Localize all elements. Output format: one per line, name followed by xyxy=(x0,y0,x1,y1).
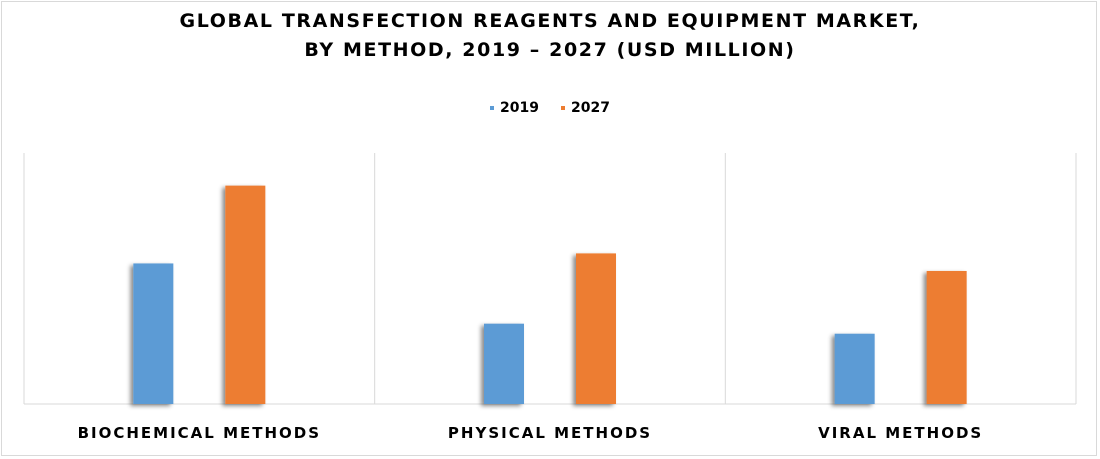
grid-layer xyxy=(23,153,1077,405)
chart-title-line1: GLOBAL TRANSFECTION REAGENTS AND EQUIPME… xyxy=(179,10,921,32)
category-label: PHYSICAL METHODS xyxy=(448,424,652,442)
legend: 2019 2027 xyxy=(0,100,1100,116)
legend-swatch-2027 xyxy=(561,106,565,110)
legend-label-2019: 2019 xyxy=(500,100,539,116)
legend-swatch-2019 xyxy=(490,106,495,110)
category-label-layer: BIOCHEMICAL METHODS PHYSICAL METHODS VIRAL… xyxy=(78,424,983,442)
bar-2019-viral-methods xyxy=(834,333,875,404)
legend-item-2019: 2019 xyxy=(490,100,539,116)
category-label: VIRAL METHODS xyxy=(818,424,983,442)
legend-item-2027: 2027 xyxy=(561,100,610,116)
bar-layer xyxy=(133,185,967,404)
bar-2027-physical-methods xyxy=(576,253,616,404)
chart-title-line2: BY METHOD, 2019 – 2027 (USD MILLION) xyxy=(304,39,796,61)
bar-2019-biochemical-methods xyxy=(133,263,174,404)
bar-2019-physical-methods xyxy=(484,323,524,404)
bar-2027-biochemical-methods xyxy=(225,185,266,404)
category-label: BIOCHEMICAL METHODS xyxy=(78,424,321,442)
bar-2027-viral-methods xyxy=(926,270,967,404)
legend-label-2027: 2027 xyxy=(571,100,610,116)
